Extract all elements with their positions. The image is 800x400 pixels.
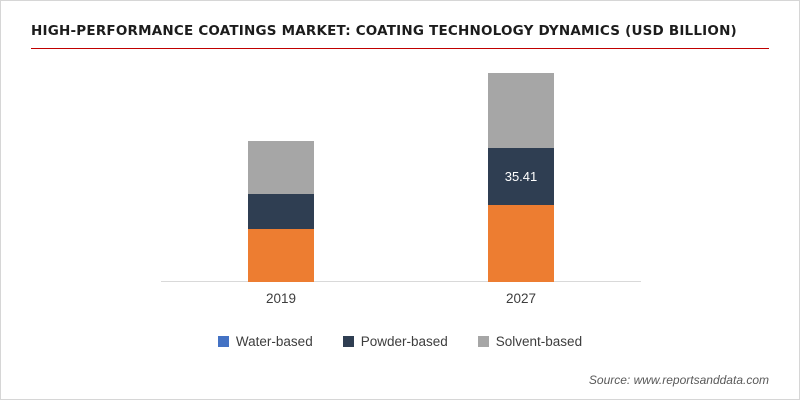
plot-area: 35.41 bbox=[161, 59, 641, 282]
legend-label-solvent-based: Solvent-based bbox=[495, 334, 583, 349]
bar-segment-powder-based-2027: 35.41 bbox=[488, 148, 554, 205]
bar-segment-solvent-based-2019 bbox=[248, 141, 314, 194]
bar-data-label: 35.41 bbox=[504, 169, 538, 184]
legend-label-powder-based: Powder-based bbox=[360, 334, 448, 349]
legend-swatch-solvent-based bbox=[477, 336, 489, 347]
title-underline bbox=[31, 48, 769, 49]
legend: Water-based Powder-based Solvent-based bbox=[1, 334, 799, 349]
legend-label-water-based: Water-based bbox=[235, 334, 313, 349]
legend-item-solvent-based: Solvent-based bbox=[477, 334, 583, 349]
chart-title: HIGH-PERFORMANCE COATINGS MARKET: COATIN… bbox=[31, 23, 737, 39]
stacked-bar-2019 bbox=[248, 141, 314, 282]
x-axis-line bbox=[161, 281, 641, 282]
bar-segment-water-based-2027 bbox=[488, 204, 554, 282]
x-axis-labels: 2019 2027 bbox=[161, 282, 641, 306]
chart: 35.41 2019 2027 bbox=[1, 59, 799, 306]
legend-swatch-powder-based bbox=[342, 336, 354, 347]
legend-swatch-water-based bbox=[217, 336, 229, 347]
stacked-bar-2027: 35.41 bbox=[488, 73, 554, 282]
legend-item-powder-based: Powder-based bbox=[342, 334, 448, 349]
bar-segment-powder-based-2019 bbox=[248, 193, 314, 230]
x-axis-label-2027: 2027 bbox=[505, 291, 537, 306]
legend-item-water-based: Water-based bbox=[217, 334, 313, 349]
source-attribution: Source: www.reportsanddata.com bbox=[588, 373, 769, 387]
x-axis-label-2019: 2019 bbox=[265, 291, 297, 306]
bar-segment-water-based-2019 bbox=[248, 229, 314, 282]
bar-segment-solvent-based-2027 bbox=[488, 73, 554, 149]
